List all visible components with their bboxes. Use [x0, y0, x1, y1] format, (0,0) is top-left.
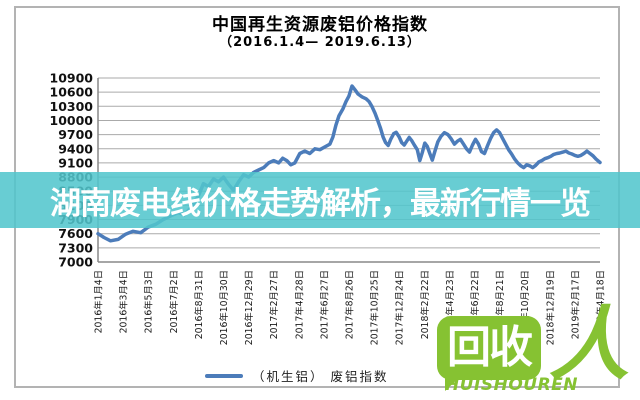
x-tick-label: 2017年8月26日 [344, 270, 356, 339]
headline-text: 湖南废电线价格走势解析，最新行情一览 [50, 185, 591, 222]
x-tick-label: 2017年2月27日 [268, 270, 280, 339]
watermark-en-text: HUISHOUREN [445, 375, 579, 395]
x-tick-label: 2016年1月4日 [93, 270, 105, 333]
x-tick-label: 2017年12月24日 [394, 270, 406, 345]
x-tick-label: 2017年4月28日 [293, 270, 305, 339]
x-tick-label: 2019年2月17日 [569, 270, 581, 339]
y-tick-label: 9400 [58, 141, 93, 156]
chart-subtitle: （2016.1.4— 2019.6.13） [219, 35, 421, 50]
x-tick-label: 2016年7月2日 [168, 270, 180, 333]
y-tick-label: 10000 [50, 113, 94, 128]
y-tick-label: 7600 [58, 226, 93, 241]
x-tick-label: 2016年8月31日 [193, 270, 205, 339]
x-tick-label: 2016年12月29日 [243, 270, 255, 345]
x-tick-label: 2017年10月25日 [369, 270, 381, 345]
x-tick-label: 2016年3月4日 [118, 270, 130, 333]
y-tick-label: 10600 [50, 85, 94, 100]
y-tick-label: 10300 [50, 99, 94, 114]
x-tick-label: 2019年4月18日 [595, 270, 607, 339]
headline-banner: 湖南废电线价格走势解析，最新行情一览 [0, 172, 640, 228]
watermark-ren-glyph: 人 [549, 298, 629, 391]
y-tick-label: 7000 [58, 255, 93, 270]
chart-legend: （机生铝） 废铝指数 [205, 366, 388, 385]
chart-title: 中国再生资源废铝价格指数 [212, 15, 428, 35]
x-tick-label: 2016年10月30日 [218, 270, 230, 345]
y-tick-label: 9700 [58, 127, 93, 142]
x-tick-label: 2018年12月19日 [544, 270, 556, 345]
speech-bubble-tail [445, 376, 461, 391]
huishouren-watermark: 回收 人 HUISHOUREN [435, 298, 640, 400]
legend-label: （机生铝） 废铝指数 [252, 369, 389, 384]
y-tick-label: 9100 [58, 155, 93, 170]
y-tick-label: 10900 [50, 71, 94, 86]
recycle-speech-bubble-icon: 回收 [437, 316, 541, 380]
y-tick-label: 7300 [58, 240, 93, 255]
x-tick-label: 2018年2月22日 [419, 270, 431, 339]
x-tick-label: 2016年5月3日 [143, 270, 155, 333]
watermark-cn-text: 回收 [447, 322, 533, 373]
legend-line-swatch [205, 373, 243, 378]
x-tick-label: 2017年6月27日 [318, 270, 330, 339]
